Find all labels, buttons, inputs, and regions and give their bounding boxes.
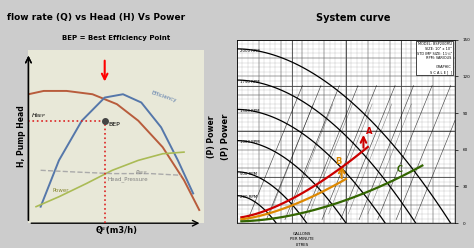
Text: 500 RPM: 500 RPM	[240, 172, 256, 176]
Text: Head_Pressure: Head_Pressure	[108, 176, 148, 182]
X-axis label: Q (m3/h): Q (m3/h)	[96, 226, 137, 235]
Text: $Q_{BEP}$: $Q_{BEP}$	[96, 224, 110, 233]
Text: BEP = Best Efficiency Point: BEP = Best Efficiency Point	[62, 35, 170, 41]
Text: LITRES
PER MINUTE: LITRES PER MINUTE	[291, 243, 314, 248]
Text: flow rate (Q) vs Head (H) Vs Power: flow rate (Q) vs Head (H) Vs Power	[7, 13, 185, 22]
Text: A: A	[365, 127, 372, 136]
Text: GALLONS
PER MINUTE: GALLONS PER MINUTE	[291, 232, 314, 241]
Text: $P_{BEP}$: $P_{BEP}$	[135, 168, 148, 177]
Text: C: C	[396, 165, 402, 174]
Y-axis label: H, Pump Head: H, Pump Head	[17, 106, 26, 167]
Y-axis label: (P) Power: (P) Power	[207, 115, 216, 158]
Text: 1750 RPM: 1750 RPM	[240, 80, 259, 84]
Text: 200 RPM: 200 RPM	[240, 195, 257, 199]
Text: $H_{BEP}$: $H_{BEP}$	[31, 111, 46, 120]
Text: 2000 RPM: 2000 RPM	[240, 49, 259, 53]
Text: MODEL: BSP200MU
SIZE: 10" x 10"
STD IMP SIZE: 11¾"
RPM: VARIOUS

GRAPHIC
S C A L: MODEL: BSP200MU SIZE: 10" x 10" STD IMP …	[417, 42, 452, 74]
Text: Efficiency: Efficiency	[150, 91, 177, 103]
Text: BEP: BEP	[109, 122, 120, 127]
Text: 1500 RPM: 1500 RPM	[240, 109, 259, 113]
Text: B: B	[335, 157, 341, 166]
Text: Power: Power	[53, 188, 69, 193]
Text: System curve: System curve	[316, 13, 391, 23]
Text: 1000 RPM: 1000 RPM	[240, 140, 259, 144]
Text: (P) Power: (P) Power	[221, 113, 229, 159]
